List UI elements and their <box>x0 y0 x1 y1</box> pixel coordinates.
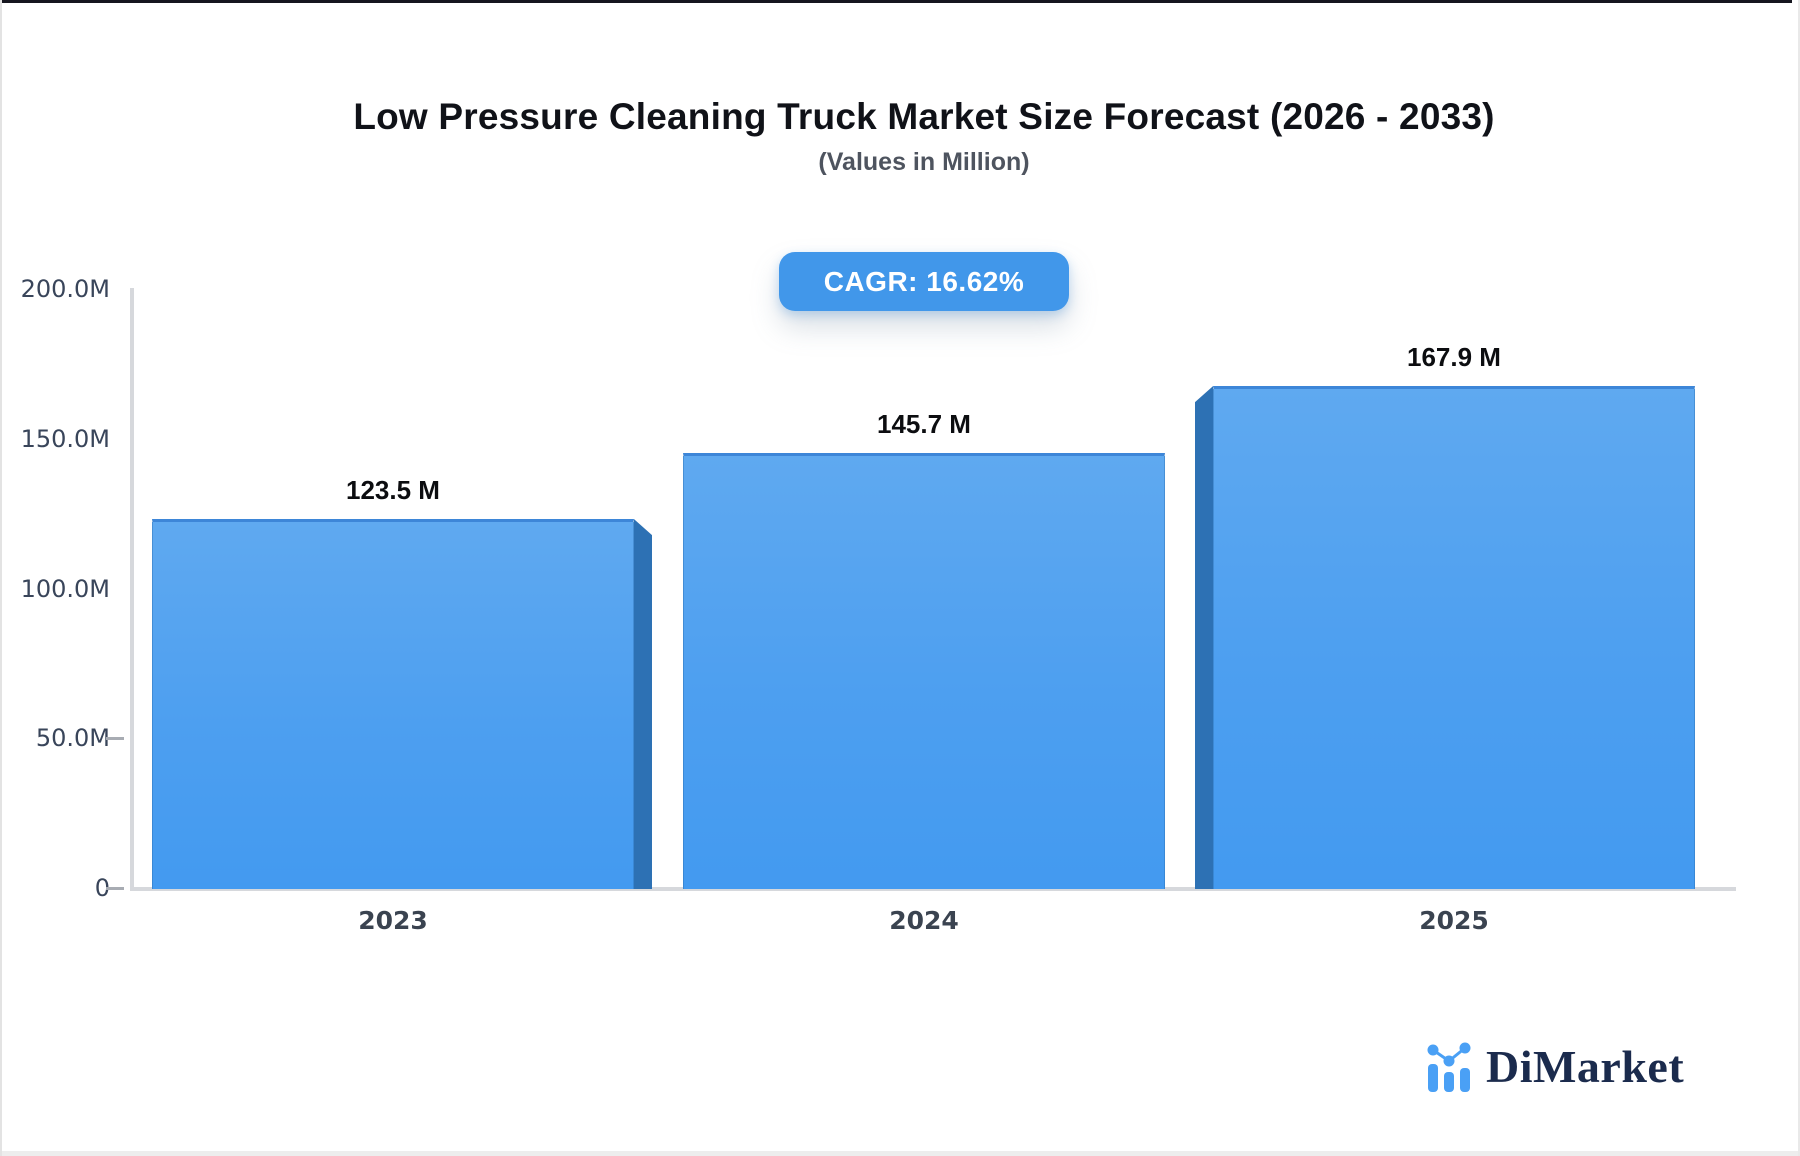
bottom-frame-strip <box>2 1151 1798 1156</box>
y-axis-line <box>130 288 134 891</box>
cagr-badge: CAGR: 16.62% <box>779 252 1069 311</box>
y-axis-tick-label: 150.0M <box>20 424 110 453</box>
bar-value-label: 123.5 M <box>346 475 440 506</box>
bar-2024 <box>683 452 1165 889</box>
x-axis-line <box>130 887 1736 891</box>
mini-bar-chart-logo-icon <box>1427 1042 1471 1092</box>
brand-logo: DiMarket <box>1426 1040 1684 1093</box>
bar-2023 <box>152 519 634 889</box>
y-axis-tick-mark <box>106 887 124 890</box>
x-axis-category-label: 2025 <box>1419 906 1489 935</box>
y-axis-tick-mark <box>106 737 124 741</box>
top-frame-line <box>2 0 1792 3</box>
x-axis-category-label: 2024 <box>889 906 959 935</box>
y-axis-tick-label: 0 <box>94 874 110 902</box>
bar-3d-side <box>634 519 652 889</box>
bar-3d-side <box>1195 386 1213 889</box>
brand-wordmark: DiMarket <box>1486 1041 1685 1092</box>
chart-title: Low Pressure Cleaning Truck Market Size … <box>353 96 1495 137</box>
chart-subtitle: (Values in Million) <box>818 148 1030 176</box>
bar-value-label: 167.9 M <box>1407 342 1501 373</box>
bar-value-label: 145.7 M <box>877 408 971 439</box>
x-axis-category-label: 2023 <box>358 906 428 935</box>
cagr-badge-label: CAGR: 16.62% <box>823 265 1025 297</box>
y-axis-tick-label: 50.0M <box>35 724 110 753</box>
y-axis-tick-label: 200.0M <box>20 275 110 303</box>
bar-2025 <box>1213 386 1695 889</box>
y-axis-tick-label: 100.0M <box>20 574 110 603</box>
